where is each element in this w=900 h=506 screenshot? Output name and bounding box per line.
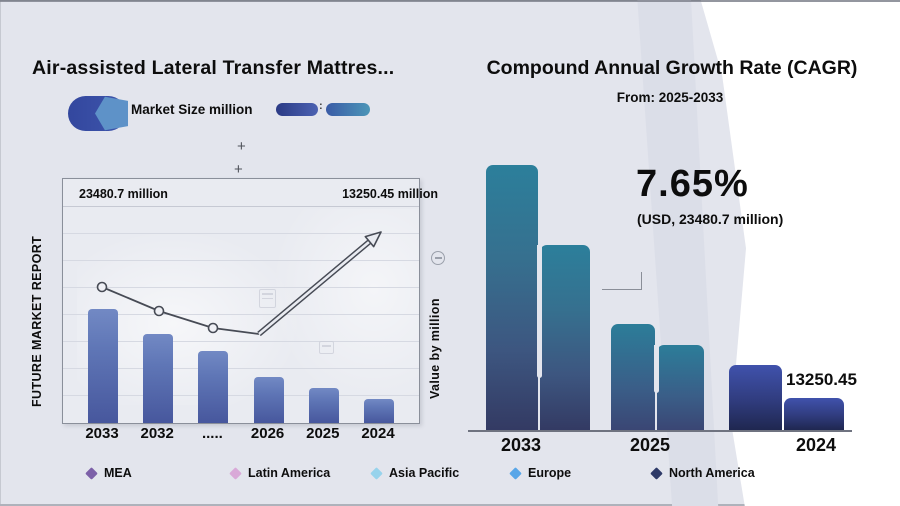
gridline <box>63 287 419 288</box>
bar-notch <box>653 345 659 394</box>
cagr-bar-2033-a <box>486 165 538 430</box>
legend-diamond-icon <box>509 466 522 480</box>
gridline <box>63 395 419 396</box>
watermark-icon <box>319 341 334 354</box>
market-bar-2025 <box>308 387 339 423</box>
legend-label: MEA <box>104 466 132 480</box>
legend-label: Asia Pacific <box>389 466 460 480</box>
cagr-x-label: 2025 <box>629 435 671 455</box>
plus-mark-icon: + <box>237 138 246 155</box>
panel-value-right: 13250.45 million <box>342 187 438 201</box>
legend-label: North America <box>669 466 755 480</box>
cagr-bar-2033-b <box>540 244 590 430</box>
gridline <box>63 368 419 369</box>
cagr-x-label: 2033 <box>500 435 542 455</box>
legend-item-europe: Europe <box>509 466 572 480</box>
bar-notch <box>536 244 542 378</box>
left-x-label: 2025 <box>306 425 340 442</box>
left-x-label: 2024 <box>361 425 395 442</box>
cagr-percentage: 7.65% <box>636 163 749 205</box>
legend-diamond-icon <box>370 466 383 480</box>
left-chart-title: Air-assisted Lateral Transfer Mattres... <box>32 57 395 79</box>
left-x-label: 2032 <box>140 425 174 442</box>
legend-diamond-icon <box>650 466 663 480</box>
market-bar-..... <box>198 351 229 423</box>
value-callout-2024: 13250.45 <box>786 370 857 389</box>
step-bracket-decoration <box>602 272 642 290</box>
circle-minus-icon <box>431 251 445 265</box>
right-vertical-axis-label: Value by million <box>428 298 442 400</box>
market-bar-2026 <box>253 377 284 423</box>
cagr-x-axis-line <box>468 430 852 432</box>
gridline <box>63 260 419 261</box>
left-vertical-axis-label: FUTURE MARKET REPORT <box>30 235 44 407</box>
legend-item-asia-pacific: Asia Pacific <box>370 466 460 480</box>
mini-pill-icon-left <box>276 103 318 116</box>
cagr-title: Compound Annual Growth Rate (CAGR) <box>486 57 858 79</box>
mini-pill-colon: : <box>319 100 323 112</box>
legend-label: Europe <box>528 466 572 480</box>
panel-value-left: 23480.7 million <box>79 187 168 201</box>
gridline <box>63 233 419 234</box>
top-border-line <box>0 0 900 2</box>
market-bar-2032 <box>143 334 174 423</box>
legend-diamond-icon <box>85 466 98 480</box>
cagr-subtitle: From: 2025-2033 <box>616 90 724 105</box>
gridline <box>63 341 419 342</box>
cagr-bar-2024-a <box>729 365 782 430</box>
cagr-bar-2024-b <box>784 398 844 430</box>
market-bar-2033 <box>88 309 118 423</box>
legend-item-north-america: North America <box>650 466 755 480</box>
market-bar-2024 <box>364 399 394 423</box>
cagr-bar-2025-b <box>657 345 704 430</box>
cagr-usd-detail: (USD, 23480.7 million) <box>637 211 784 227</box>
legend-label: Latin America <box>248 466 331 480</box>
watermark-icon <box>259 289 276 308</box>
market-size-chart-panel: 23480.7 million 13250.45 million <box>62 178 438 424</box>
plus-mark-icon: + <box>234 161 243 178</box>
market-size-legend-label: Market Size million <box>131 102 253 117</box>
mini-pill-icon-right <box>326 103 370 116</box>
panel-cloud-decoration <box>269 209 419 409</box>
left-x-label: ..... <box>201 425 223 442</box>
legend-item-mea: MEA <box>85 466 132 480</box>
left-x-label: 2026 <box>250 425 285 442</box>
cagr-x-label: 2024 <box>795 435 837 455</box>
cagr-bar-2025-a <box>611 324 655 430</box>
legend-item-latin-america: Latin America <box>229 466 331 480</box>
legend-diamond-icon <box>229 466 242 480</box>
left-x-label: 2033 <box>85 425 119 442</box>
gridline <box>63 206 419 207</box>
